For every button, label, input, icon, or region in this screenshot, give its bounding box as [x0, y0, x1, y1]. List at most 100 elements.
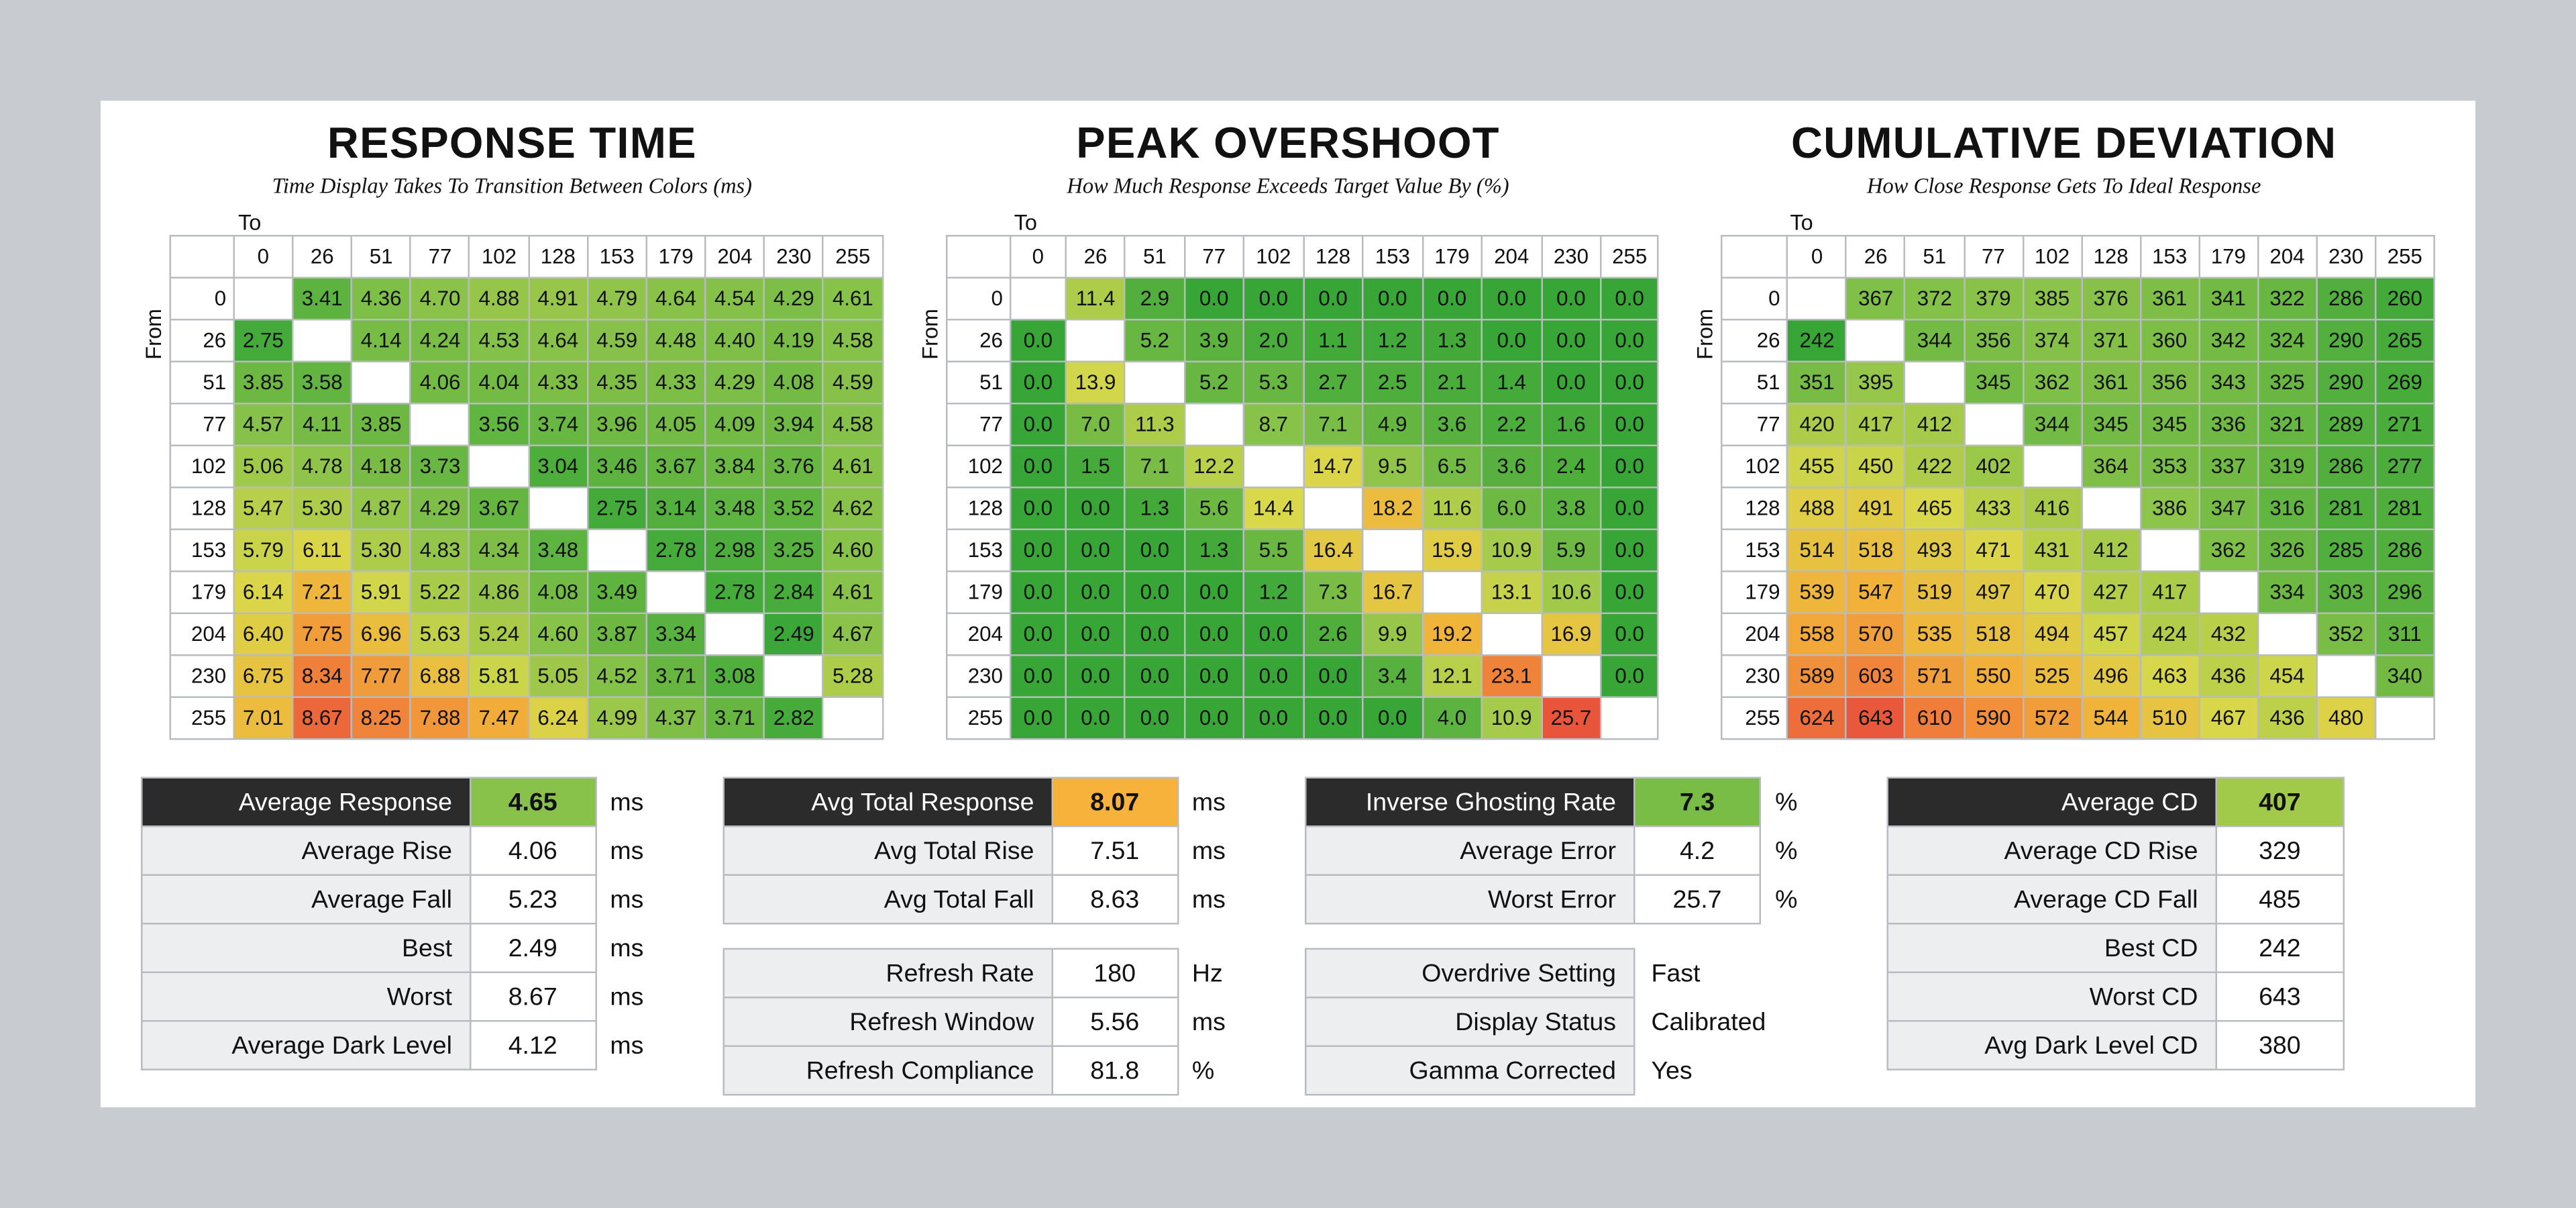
row-header: 255 [1722, 697, 1788, 740]
heatmap-cell: 11.3 [1125, 403, 1184, 446]
heatmap-cell: 3.49 [588, 571, 647, 613]
col-header: 255 [823, 236, 882, 278]
row-header: 51 [946, 362, 1010, 404]
stats-value: 5.23 [470, 875, 596, 924]
heatmap-cell: 4.29 [411, 487, 470, 530]
heatmap-cell [470, 446, 529, 488]
col-header: 128 [529, 236, 588, 278]
heatmap-cell: 5.30 [352, 530, 411, 572]
col-header: 255 [1601, 236, 1658, 278]
stats-row: Average Fall5.23ms [142, 875, 688, 924]
row-header: 255 [946, 697, 1010, 740]
heatmap-cell: 7.3 [1303, 571, 1363, 613]
heatmap-cell: 2.1 [1422, 362, 1482, 404]
heatmap-cell: 4.59 [588, 319, 647, 362]
heatmap-cell [1422, 571, 1482, 613]
stats-unit [2344, 923, 2434, 972]
heatmap-cell: 10.9 [1482, 530, 1542, 572]
heatmap-cell: 13.9 [1066, 362, 1126, 404]
stats-label: Gamma Corrected [1305, 1046, 1633, 1095]
heatmap-cell: 455 [1788, 446, 1847, 488]
heatmap-cell: 467 [2199, 697, 2258, 740]
heatmap-cell: 427 [2082, 571, 2141, 613]
heatmap-cell: 316 [2258, 487, 2317, 530]
stats-value: 407 [2216, 778, 2344, 827]
heatmap-cell: 1.3 [1422, 319, 1482, 362]
heatmap-cell: 497 [1964, 571, 2023, 613]
heatmap-cell: 4.40 [706, 319, 765, 362]
stats-value: 380 [2216, 1021, 2344, 1070]
stats-label: Average Fall [142, 875, 470, 924]
col-header: 128 [1303, 236, 1363, 278]
col-header: 51 [352, 236, 411, 278]
col-header: 0 [1788, 236, 1847, 278]
heatmap-cell: 572 [2023, 697, 2082, 740]
stats-label: Avg Total Rise [724, 826, 1052, 875]
heatmap-cell: 0.0 [1482, 278, 1542, 320]
heatmap-cell: 0.0 [1601, 613, 1658, 656]
heatmap-cell: 6.14 [233, 571, 292, 613]
heatmap-cell: 376 [2082, 278, 2141, 320]
heatmap-cell [1066, 319, 1126, 362]
heatmap-cell: 4.11 [292, 403, 352, 446]
stats-unit [2344, 972, 2434, 1021]
heatmap-cell: 4.67 [823, 613, 882, 656]
heatmap-cell: 4.04 [470, 362, 529, 404]
col-header: 128 [2082, 236, 2141, 278]
heatmap-cell: 0.0 [1125, 613, 1184, 656]
heatmap-cell: 0.0 [1184, 655, 1244, 697]
heatmap-cell: 4.70 [411, 278, 470, 320]
stats-row: Average Dark Level4.12ms [142, 1021, 688, 1070]
heatmap-cell [2140, 530, 2199, 572]
heatmap-cell: 0.0 [1303, 655, 1363, 697]
heatmap-cell: 4.79 [588, 278, 647, 320]
heatmap-cell: 4.88 [470, 278, 529, 320]
heatmap-cell [1905, 362, 1964, 404]
stats-row: Inverse Ghosting Rate7.3% [1305, 778, 1852, 827]
heatmap-cell [2316, 655, 2375, 697]
row-header: 128 [170, 487, 234, 530]
stats-table: Refresh Rate180HzRefresh Window5.56msRef… [723, 948, 1272, 1096]
row-header: 179 [1722, 571, 1788, 613]
col-header: 77 [411, 236, 470, 278]
heatmap-cell: 2.0 [1244, 319, 1303, 362]
heatmap-cell: 324 [2258, 319, 2317, 362]
heatmap-table: 0265177102128153179204230255011.42.90.00… [945, 235, 1659, 740]
row-header: 77 [946, 403, 1010, 446]
stats-value: 25.7 [1633, 875, 1761, 924]
heatmap-cell: 603 [1846, 655, 1905, 697]
heatmap-cell: 0.0 [1010, 446, 1066, 488]
heatmap-cell: 290 [2316, 362, 2375, 404]
col-header: 77 [1184, 236, 1244, 278]
heatmap-cell: 4.53 [470, 319, 529, 362]
stats-value: 4.65 [470, 778, 596, 827]
stats-label: Avg Total Fall [724, 875, 1052, 924]
matrix-subtitle: How Close Response Gets To Ideal Respons… [1867, 173, 2261, 200]
heatmap-cell: 0.0 [1066, 655, 1126, 697]
col-header: 0 [1010, 236, 1066, 278]
heatmap-cell: 0.0 [1542, 319, 1601, 362]
col-header: 77 [1964, 236, 2023, 278]
col-header: 51 [1905, 236, 1964, 278]
heatmap-cell [2082, 487, 2141, 530]
heatmap-cell: 0.0 [1184, 613, 1244, 656]
heatmap-cell: 643 [1846, 697, 1905, 740]
row-header: 179 [170, 571, 234, 613]
matrix-grid-wrap: From0265177102128153179204230255011.42.9… [917, 235, 1660, 740]
heatmap-cell: 4.64 [529, 319, 588, 362]
heatmap-cell: 4.78 [292, 446, 352, 488]
stats-label: Best CD [1888, 923, 2216, 972]
stats-row: Average Error4.2% [1305, 826, 1852, 875]
heatmap-cell: 412 [1905, 403, 1964, 446]
heatmap-cell: 1.2 [1362, 319, 1422, 362]
matrix-subtitle: Time Display Takes To Transition Between… [272, 173, 752, 200]
heatmap-cell: 374 [2023, 319, 2082, 362]
stats-value: 4.2 [1633, 826, 1761, 875]
heatmap-cell: 16.9 [1542, 613, 1601, 656]
heatmap-cell: 450 [1846, 446, 1905, 488]
row-header: 102 [170, 446, 234, 488]
heatmap-cell: 2.4 [1542, 446, 1601, 488]
heatmap-cell: 379 [1964, 278, 2023, 320]
heatmap-cell [411, 403, 470, 446]
heatmap-cell: 454 [2258, 655, 2317, 697]
